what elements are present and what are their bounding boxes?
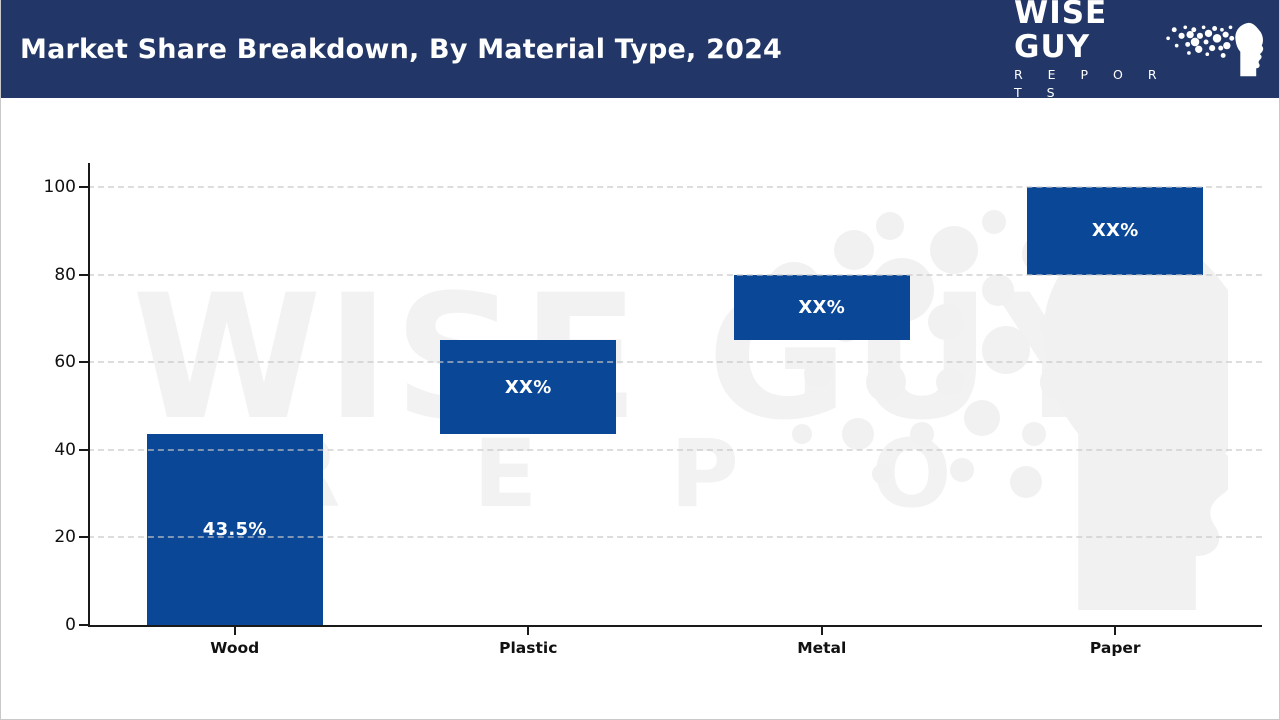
- logo-face-icon: [1166, 22, 1264, 77]
- bar-wood: 43.5%: [146, 434, 323, 625]
- x-tick-label-metal: Metal: [797, 639, 847, 657]
- y-tick-label-40: 40: [54, 439, 76, 460]
- y-tick-label-20: 20: [54, 527, 76, 548]
- bar-plastic: XX%: [440, 340, 617, 435]
- x-tick-mark-metal: [820, 627, 823, 635]
- x-tick-label-plastic: Plastic: [499, 639, 558, 657]
- x-tick-mark-plastic: [527, 627, 530, 635]
- bar-metal: XX%: [733, 274, 910, 341]
- y-tick-label-100: 100: [43, 177, 76, 197]
- bar-paper: XX%: [1027, 187, 1204, 275]
- y-tick-mark-80: [79, 273, 88, 276]
- x-axis-line: [88, 625, 1262, 627]
- bar-value-label: 43.5%: [202, 519, 267, 541]
- logo-subtitle: R E P O R T S: [1014, 67, 1168, 100]
- bar-value-label: XX%: [504, 376, 552, 398]
- bar-value-label: XX%: [1091, 220, 1139, 242]
- y-tick-label-0: 0: [65, 615, 76, 635]
- gridline-100: [88, 186, 1262, 188]
- page-title: Market Share Breakdown, By Material Type…: [20, 33, 783, 65]
- logo-wordmark: WISE GUY: [1014, 0, 1108, 65]
- y-tick-mark-0: [79, 624, 88, 626]
- logo-text: WISE GUY R E P O R T S: [1014, 0, 1168, 102]
- bar-value-label: XX%: [798, 296, 846, 318]
- gridline-60: [88, 361, 1262, 364]
- y-tick-mark-40: [79, 448, 88, 451]
- gridline-20: [88, 536, 1262, 539]
- y-tick-mark-20: [79, 536, 88, 539]
- y-axis-line: [88, 163, 90, 627]
- watermark-wordmark: WISE GUY: [132, 257, 1125, 458]
- x-tick-mark-paper: [1114, 627, 1117, 635]
- gridline-40: [88, 448, 1262, 451]
- y-tick-label-80: 80: [54, 264, 76, 285]
- x-tick-mark-wood: [233, 627, 236, 635]
- y-tick-mark-100: [79, 186, 88, 188]
- x-tick-label-wood: Wood: [210, 639, 260, 657]
- y-tick-label-60: 60: [54, 352, 76, 373]
- header-bar: Market Share Breakdown, By Material Type…: [0, 0, 1280, 100]
- gridline-80: [88, 273, 1262, 276]
- wise-guy-reports-logo: WISE GUY R E P O R T S: [1014, 0, 1266, 100]
- x-tick-label-paper: Paper: [1089, 639, 1141, 657]
- y-tick-mark-60: [79, 361, 88, 364]
